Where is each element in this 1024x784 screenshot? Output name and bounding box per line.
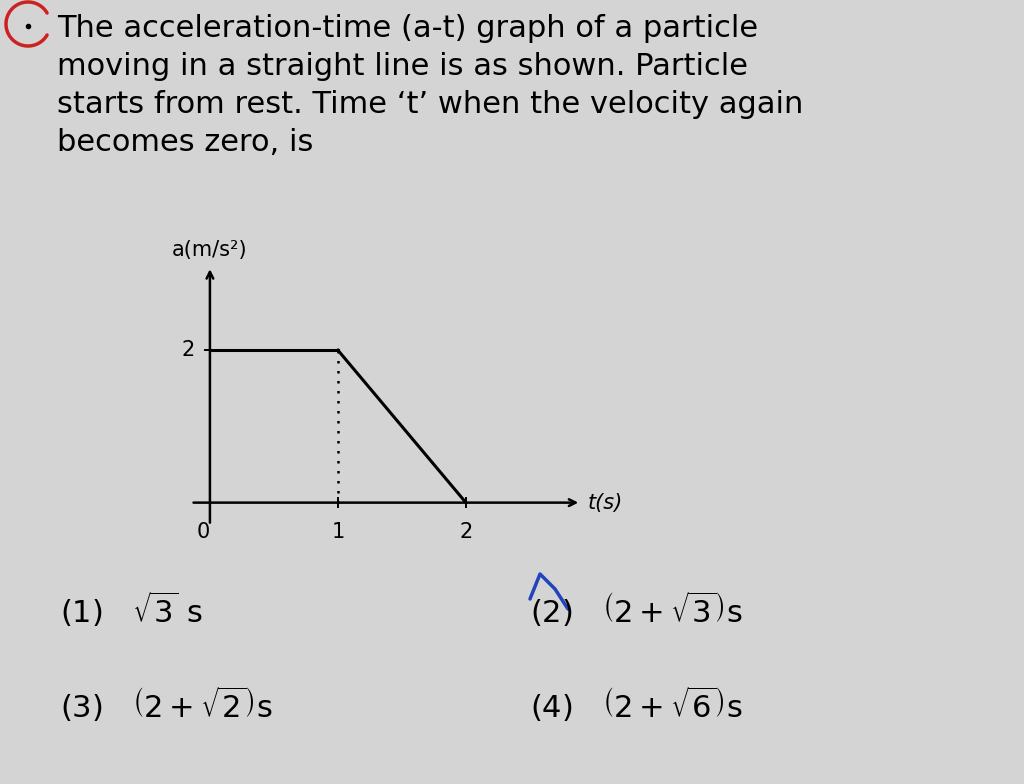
Text: becomes zero, is: becomes zero, is <box>57 128 313 157</box>
Text: 2: 2 <box>460 521 472 542</box>
Text: (4)   $\left(2+\sqrt{6}\right)$s: (4) $\left(2+\sqrt{6}\right)$s <box>530 684 742 724</box>
Text: (3)   $\left(2+\sqrt{2}\right)$s: (3) $\left(2+\sqrt{2}\right)$s <box>60 684 272 724</box>
Text: 0: 0 <box>197 521 210 542</box>
Text: The acceleration-time (a-t) graph of a particle: The acceleration-time (a-t) graph of a p… <box>57 13 758 42</box>
Text: (1)   $\sqrt{3}$ s: (1) $\sqrt{3}$ s <box>60 589 203 629</box>
Text: moving in a straight line is as shown. Particle: moving in a straight line is as shown. P… <box>57 52 748 81</box>
Text: starts from rest. Time ‘t’ when the velocity again: starts from rest. Time ‘t’ when the velo… <box>57 89 804 118</box>
Text: (2)   $\left(2+\sqrt{3}\right)$s: (2) $\left(2+\sqrt{3}\right)$s <box>530 589 742 629</box>
Text: 1: 1 <box>332 521 344 542</box>
Text: 2: 2 <box>181 340 195 360</box>
Text: t(s): t(s) <box>588 492 623 513</box>
Text: a(m/s²): a(m/s²) <box>172 240 248 260</box>
